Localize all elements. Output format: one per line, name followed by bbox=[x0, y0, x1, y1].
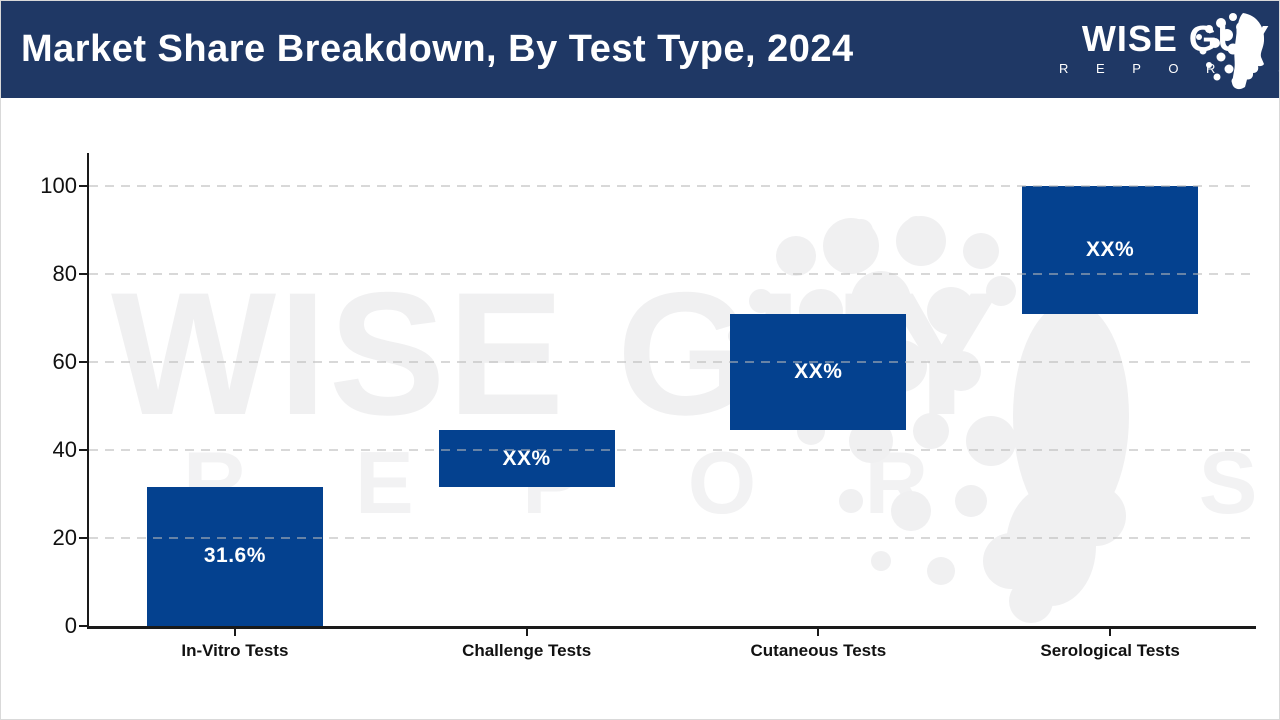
y-tick-20 bbox=[79, 537, 88, 539]
y-tick-80 bbox=[79, 273, 88, 275]
gridline-y40 bbox=[89, 449, 1256, 451]
bar-value-label: XX% bbox=[502, 446, 551, 470]
bar-value-label: 31.6% bbox=[203, 544, 266, 568]
y-tick-60 bbox=[79, 361, 88, 363]
x-tick-2 bbox=[525, 629, 528, 636]
logo-sub-wordmark: R E P O R T S bbox=[1059, 61, 1280, 76]
y-tick-label-0: 0 bbox=[64, 613, 77, 638]
logo: WISE GUY R E P O R T S bbox=[1017, 5, 1279, 95]
bar-4: XX% bbox=[1022, 186, 1199, 314]
y-tick-label-40: 40 bbox=[52, 437, 77, 462]
x-tick-3 bbox=[817, 629, 820, 636]
x-category-label-4: Serological Tests bbox=[1040, 641, 1180, 660]
bar-value-label: XX% bbox=[794, 359, 843, 383]
y-tick-100 bbox=[79, 185, 88, 187]
gridline-y80 bbox=[89, 273, 1256, 275]
bar-1: 31.6% bbox=[146, 486, 323, 626]
y-tick-40 bbox=[79, 449, 88, 451]
gridline-y60 bbox=[89, 361, 1256, 363]
page-title: Market Share Breakdown, By Test Type, 20… bbox=[21, 28, 854, 70]
gridline-y20 bbox=[89, 537, 1256, 539]
y-tick-label-80: 80 bbox=[52, 261, 77, 286]
x-tick-4 bbox=[1109, 629, 1112, 636]
y-tick-label-60: 60 bbox=[52, 349, 77, 374]
gridline-y100 bbox=[89, 185, 1256, 187]
y-tick-0 bbox=[79, 625, 88, 627]
y-tick-label-100: 100 bbox=[40, 173, 77, 198]
x-axis-line bbox=[87, 626, 1256, 629]
x-category-label-1: In-Vitro Tests bbox=[181, 641, 289, 660]
x-category-label-2: Challenge Tests bbox=[462, 641, 592, 660]
y-axis-line bbox=[87, 153, 89, 629]
bar-value-label: XX% bbox=[1086, 237, 1135, 261]
bar-2: XX% bbox=[438, 430, 615, 487]
header: Market Share Breakdown, By Test Type, 20… bbox=[1, 1, 1279, 98]
x-tick-1 bbox=[233, 629, 236, 636]
y-tick-label-20: 20 bbox=[52, 525, 77, 550]
logo-face-icon bbox=[1196, 13, 1265, 90]
bar-3: XX% bbox=[730, 313, 907, 431]
x-category-label-3: Cutaneous Tests bbox=[750, 641, 887, 660]
